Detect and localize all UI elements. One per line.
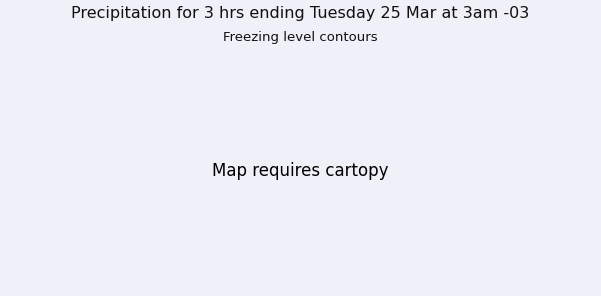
- Text: Map requires cartopy: Map requires cartopy: [212, 163, 388, 181]
- Text: Precipitation for 3 hrs ending Tuesday 25 Mar at 3am -03: Precipitation for 3 hrs ending Tuesday 2…: [72, 6, 529, 21]
- Text: Freezing level contours: Freezing level contours: [223, 31, 378, 44]
